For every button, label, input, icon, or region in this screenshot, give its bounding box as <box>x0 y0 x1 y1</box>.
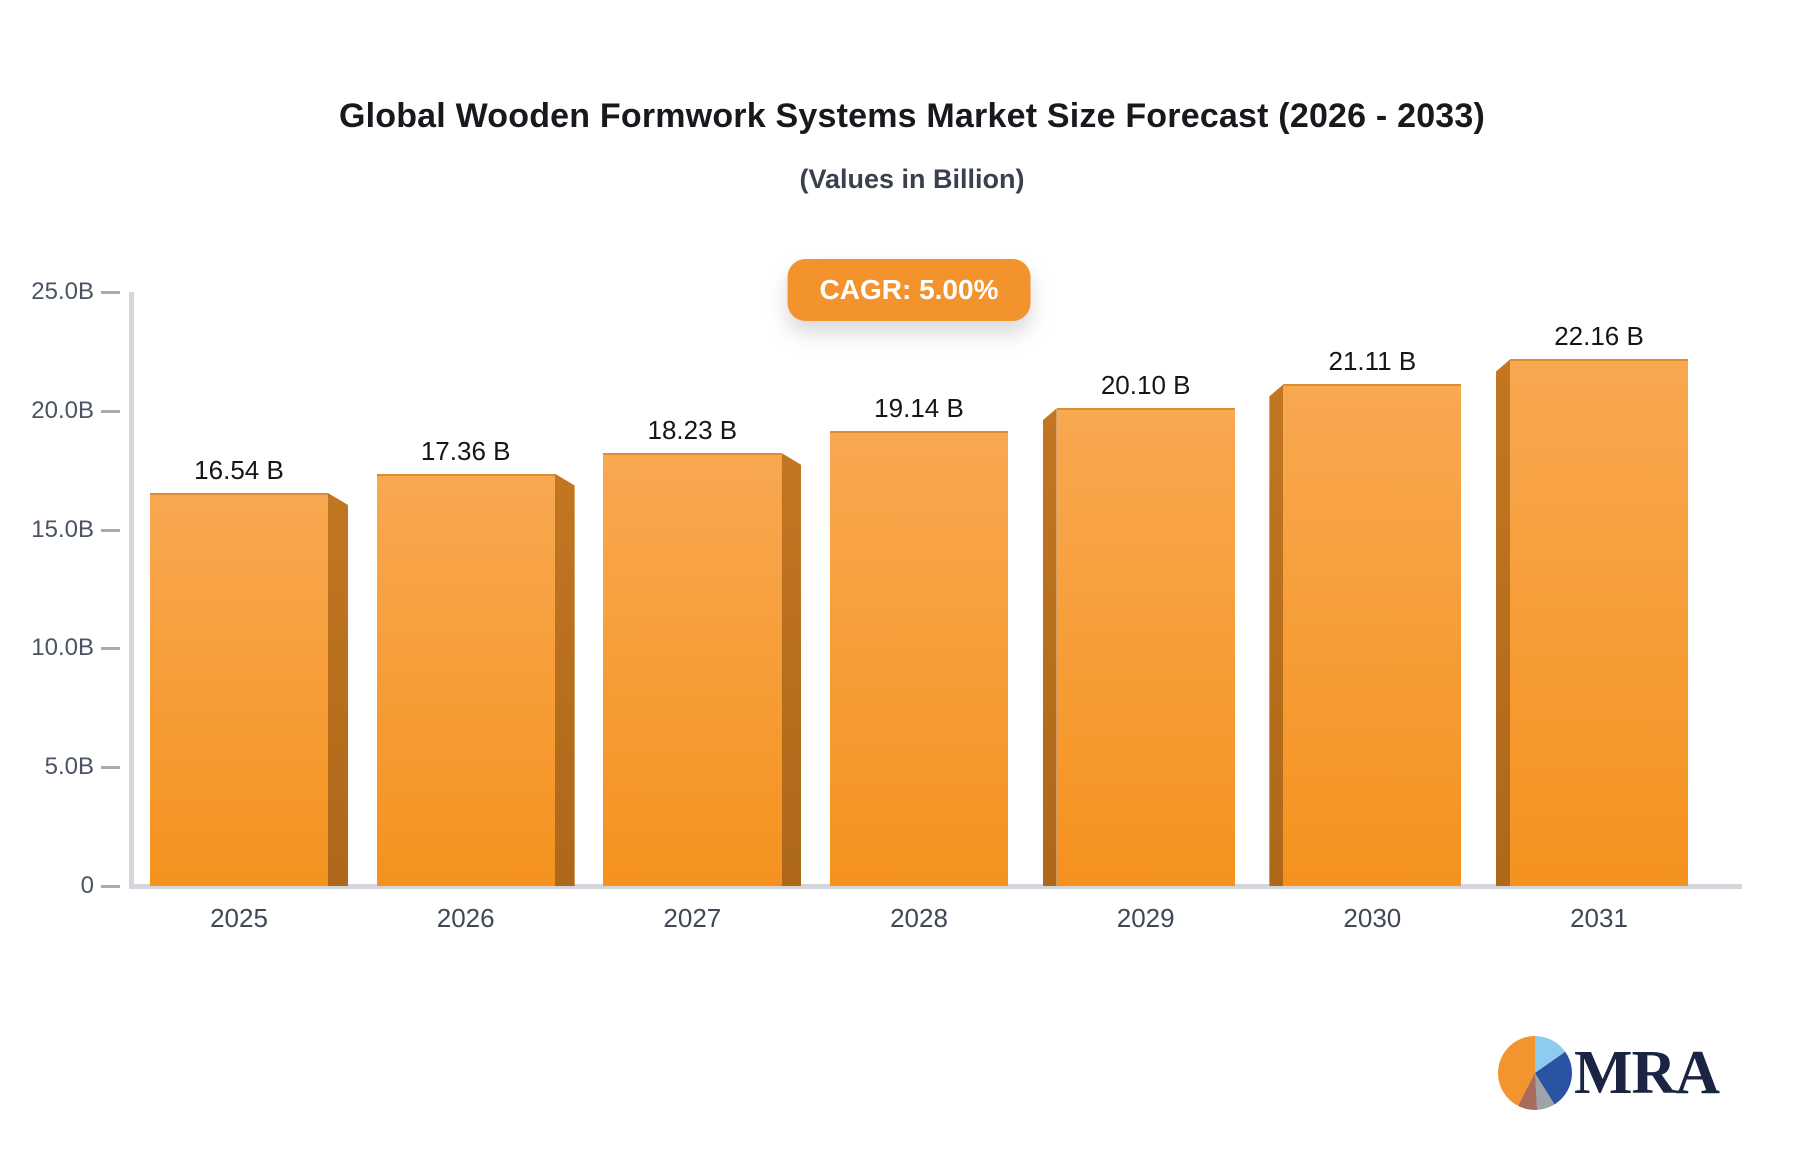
x-axis-label: 2028 <box>890 903 948 933</box>
y-tick <box>101 409 120 413</box>
bar-side <box>328 493 348 886</box>
bar-side <box>1496 359 1511 886</box>
y-tick-label: 20.0B <box>31 396 94 424</box>
x-axis-line <box>129 884 1742 889</box>
brand-text: MRA <box>1574 1039 1720 1107</box>
x-axis-label: 2027 <box>663 903 722 933</box>
bar-side <box>1042 408 1057 886</box>
bar-face <box>1510 359 1689 886</box>
bar-face <box>376 473 555 886</box>
y-tick <box>101 291 120 294</box>
bar-side <box>1269 384 1284 886</box>
y-tick-label: 0 <box>80 872 94 899</box>
bar-face <box>603 452 782 886</box>
bar-face <box>1283 384 1462 886</box>
y-tick-label: 5.0B <box>44 753 94 781</box>
y-tick-label: 15.0B <box>31 515 94 543</box>
bar-side <box>554 473 575 886</box>
page-title: Global Wooden Formwork Systems Market Si… <box>338 97 1486 135</box>
bar-face <box>150 493 328 886</box>
bar-value-label: 17.36 B <box>420 435 511 466</box>
bar-face <box>830 431 1008 886</box>
bar-face <box>1056 408 1235 886</box>
x-axis-label: 2025 <box>210 903 268 933</box>
y-axis-line <box>129 292 134 886</box>
x-axis-label: 2030 <box>1343 903 1402 933</box>
y-tick <box>101 528 120 532</box>
bar-value-label: 20.10 B <box>1100 370 1191 401</box>
page-subtitle: (Values in Billion) <box>799 164 1025 194</box>
bar-side <box>781 452 802 886</box>
bar-value-label: 22.16 B <box>1554 321 1644 352</box>
y-tick-label: 10.0B <box>31 634 94 662</box>
cagr-badge: CAGR: 5.00% <box>787 259 1031 321</box>
x-axis-label: 2029 <box>1116 903 1175 933</box>
y-tick <box>101 766 120 770</box>
x-axis-label: 2031 <box>1570 903 1628 933</box>
x-axis-label: 2026 <box>436 903 495 933</box>
pie-chart-icon <box>1498 1036 1572 1110</box>
y-tick <box>101 885 120 888</box>
bar-value-label: 19.14 B <box>874 393 964 424</box>
bar-value-label: 21.11 B <box>1328 346 1417 377</box>
brand-logo: MRA <box>1498 1036 1720 1110</box>
bar-value-label: 18.23 B <box>647 414 738 445</box>
y-tick-label: 25.0B <box>31 278 94 305</box>
bar-value-label: 16.54 B <box>194 455 284 485</box>
y-tick <box>101 647 120 651</box>
